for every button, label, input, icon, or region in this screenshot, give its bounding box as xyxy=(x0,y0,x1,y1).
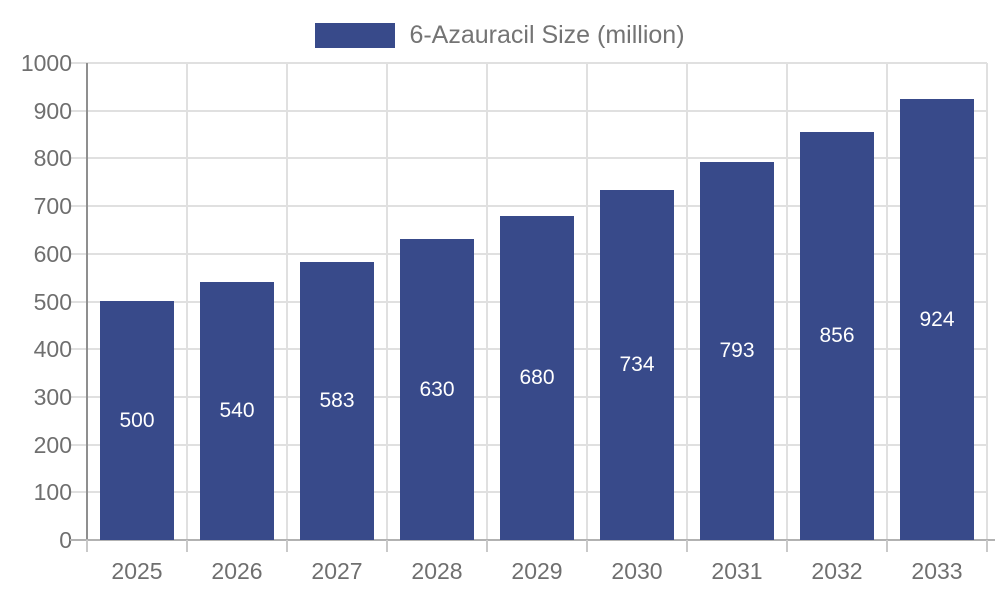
bar-2027: 583 xyxy=(300,262,374,540)
x-axis-tick-label: 2026 xyxy=(211,558,263,584)
x-axis-tick xyxy=(186,540,188,552)
gridline-vertical xyxy=(686,63,688,540)
x-axis-tick xyxy=(886,540,888,552)
x-axis-tick-label: 2027 xyxy=(311,558,363,584)
y-axis-tick-label: 800 xyxy=(33,145,72,171)
bar-2029: 680 xyxy=(500,216,574,540)
x-axis-tick-label: 2032 xyxy=(811,558,863,584)
y-axis-tick-label: 500 xyxy=(33,289,72,315)
gridline-vertical xyxy=(886,63,888,540)
y-axis-tick-label: 0 xyxy=(59,527,72,553)
x-axis-tick xyxy=(286,540,288,552)
gridline-vertical xyxy=(586,63,588,540)
y-axis-tick-label: 200 xyxy=(33,432,72,458)
y-axis-tick-label: 1000 xyxy=(20,50,72,76)
gridline-vertical xyxy=(486,63,488,540)
bar-2031: 793 xyxy=(700,162,774,540)
x-axis-tick-label: 2025 xyxy=(111,558,163,584)
gridline-vertical xyxy=(786,63,788,540)
bar-2033: 924 xyxy=(900,99,974,540)
bar-value-label: 540 xyxy=(219,399,255,422)
x-axis-line xyxy=(70,539,995,541)
legend-swatch xyxy=(315,23,396,48)
x-axis-tick-label: 2031 xyxy=(711,558,763,584)
gridline-vertical xyxy=(986,63,988,540)
x-axis-tick xyxy=(486,540,488,552)
y-axis-tick-label: 700 xyxy=(33,193,72,219)
x-axis-tick xyxy=(986,540,988,552)
bar-value-label: 680 xyxy=(519,366,555,389)
x-axis-tick-label: 2028 xyxy=(411,558,463,584)
bar-value-label: 734 xyxy=(619,353,655,376)
bar-2030: 734 xyxy=(600,190,674,540)
y-axis-tick-label: 300 xyxy=(33,384,72,410)
gridline-horizontal xyxy=(70,62,987,64)
gridline-horizontal xyxy=(70,157,987,160)
y-axis-tick-label: 400 xyxy=(33,336,72,362)
y-axis-tick-label: 900 xyxy=(33,98,72,124)
y-axis-line xyxy=(86,63,88,540)
bar-value-label: 793 xyxy=(719,339,755,362)
gridline-vertical xyxy=(386,63,388,540)
bar-value-label: 500 xyxy=(119,408,155,432)
bar-2026: 540 xyxy=(200,282,274,540)
x-axis-tick-label: 2029 xyxy=(511,558,563,584)
x-axis-tick xyxy=(86,540,88,552)
legend-label: 6-Azauracil Size (million) xyxy=(409,21,685,49)
y-axis-tick-label: 100 xyxy=(33,479,72,505)
bar-2028: 630 xyxy=(400,239,474,540)
x-axis-tick xyxy=(686,540,688,552)
x-axis-tick xyxy=(786,540,788,552)
gridline-horizontal xyxy=(70,109,987,112)
x-axis-tick-label: 2033 xyxy=(911,558,963,584)
bar-value-label: 856 xyxy=(819,324,855,347)
gridline-horizontal xyxy=(70,205,987,208)
y-axis-tick-label: 600 xyxy=(33,241,72,267)
bar-value-label: 630 xyxy=(419,377,455,401)
bar-value-label: 583 xyxy=(319,389,355,412)
x-axis-tick-label: 2030 xyxy=(611,558,663,584)
x-axis-tick xyxy=(386,540,388,552)
bar-value-label: 924 xyxy=(919,307,955,331)
bar-2025: 500 xyxy=(100,301,174,540)
gridline-vertical xyxy=(286,63,288,540)
bar-2032: 856 xyxy=(800,132,874,540)
gridline-vertical xyxy=(186,63,188,540)
x-axis-tick xyxy=(586,540,588,552)
legend: 6-Azauracil Size (million) xyxy=(0,23,1000,48)
